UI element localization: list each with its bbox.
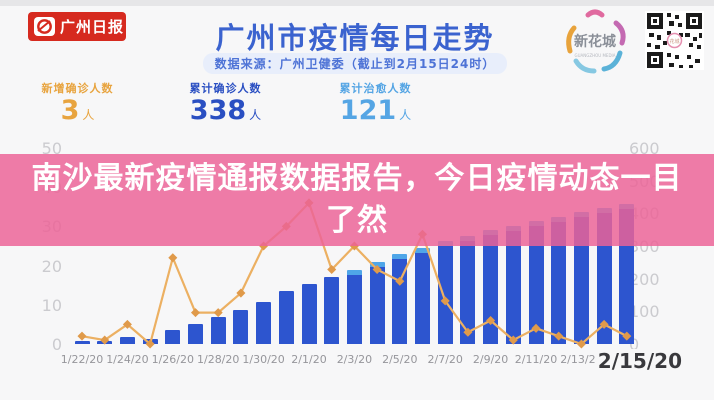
bar xyxy=(415,247,430,344)
guangzhou-daily-logo: 广州日报 xyxy=(28,12,126,41)
data-point-marker xyxy=(77,331,87,341)
stat-value: 338 人 xyxy=(189,95,262,126)
bar xyxy=(119,337,135,344)
y-tick-left: 50 xyxy=(41,139,62,158)
stat-cumulative-cured: 累计治愈人数 121 人 xyxy=(318,80,433,130)
svg-text:新花城: 新花城 xyxy=(574,33,616,50)
data-point-marker xyxy=(213,308,223,318)
x-tick-label: 1/26/20 xyxy=(151,353,194,366)
bar xyxy=(188,323,203,344)
bar xyxy=(256,302,272,344)
y-tick-right: 200 xyxy=(629,269,660,289)
bar xyxy=(460,235,476,344)
bar xyxy=(165,330,181,344)
subtitle-row: 数据来源：广州卫健委（截止到2月15日24时） xyxy=(110,53,600,74)
data-point-marker xyxy=(327,264,337,275)
y-tick-right: 0 xyxy=(629,335,640,354)
svg-text:花城: 花城 xyxy=(669,38,679,45)
y-tick-left: 20 xyxy=(41,256,62,276)
x-tick-label: 2/5/20 xyxy=(382,353,418,366)
y-tick-left: 0 xyxy=(51,335,62,354)
headline-text: 南沙最新疫情通报数据报告，今日疫情动态一目了然 xyxy=(31,161,683,238)
top-divider xyxy=(0,0,714,6)
data-point-marker xyxy=(236,288,246,298)
data-source-note: 数据来源：广州卫健委（截止到2月15日24时） xyxy=(202,53,508,74)
bar xyxy=(392,254,408,344)
x-tick-label: 1/30/20 xyxy=(242,353,285,366)
stat-value: 121 人 xyxy=(339,95,412,126)
bar xyxy=(233,310,249,344)
stat-label: 累计确诊人数 xyxy=(189,82,262,95)
stat-label: 累计治愈人数 xyxy=(339,82,412,95)
stat-cumulative-confirmed: 累计确诊人数 338 人 xyxy=(168,80,283,130)
newspaper-emblem-icon xyxy=(34,17,55,36)
bar xyxy=(437,241,453,344)
bar xyxy=(142,338,158,344)
stat-label: 新增确诊人数 xyxy=(41,82,114,95)
data-point-marker xyxy=(122,319,132,329)
y-tick-left: 10 xyxy=(41,295,62,315)
x-tick-label-emphasized: 2/15/20 xyxy=(594,349,682,373)
x-tick-label: 2/7/20 xyxy=(427,353,463,366)
page-title: 广州市疫情每日走势 xyxy=(215,21,495,55)
x-tick-label: 2/1/20 xyxy=(291,353,327,366)
x-tick-label: 1/22/20 xyxy=(60,353,104,366)
bar xyxy=(324,277,340,344)
headline-overlay: 南沙最新疫情通报数据报告，今日疫情动态一目了然 xyxy=(0,154,714,246)
newspaper-name: 广州日报 xyxy=(60,20,125,36)
svg-text:GUANGZHOU MEDIA: GUANGZHOU MEDIA xyxy=(575,53,616,58)
qr-code: 花城 xyxy=(645,11,704,70)
x-tick-label: 2/13/20 xyxy=(560,353,603,366)
bar xyxy=(301,283,317,344)
y-tick-right: 600 xyxy=(629,139,660,158)
x-tick-label: 1/28/20 xyxy=(196,353,240,366)
x-tick-label: 2/3/20 xyxy=(336,353,373,366)
y-tick-right: 100 xyxy=(629,302,660,322)
bar xyxy=(74,341,90,344)
bar xyxy=(278,291,294,344)
bar xyxy=(369,261,385,344)
data-point-marker xyxy=(168,253,178,263)
bar xyxy=(97,341,113,344)
x-tick-label: 2/11/20 xyxy=(514,353,558,366)
xinhuacheng-logo: 新花城 GUANGZHOU MEDIA xyxy=(560,7,630,77)
bar xyxy=(346,269,362,344)
bar xyxy=(210,317,226,344)
bar xyxy=(483,230,499,344)
x-tick-label: 2/9/20 xyxy=(472,353,509,366)
x-tick-label: 1/24/20 xyxy=(106,353,149,366)
data-point-marker xyxy=(190,308,201,318)
